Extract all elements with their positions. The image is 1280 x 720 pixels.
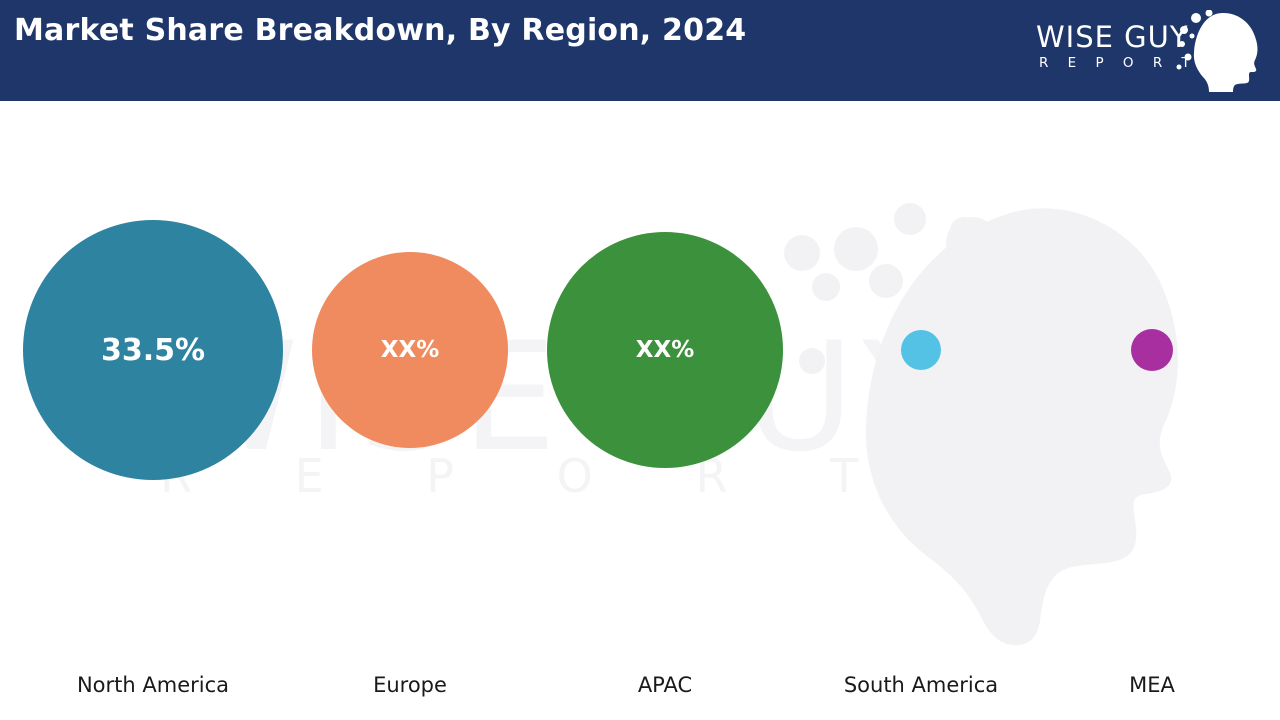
watermark-subtext: R E P O R T S <box>160 449 1034 503</box>
category-label-north-america: North America <box>76 673 230 697</box>
logo-subtext: R E P O R T S <box>1039 55 1226 71</box>
bubble-apac[interactable]: XX% <box>547 232 783 468</box>
bubble-value-label: XX% <box>380 337 440 363</box>
chart-header: Market Share Breakdown, By Region, 2024 … <box>0 0 1280 101</box>
logo-wordmark: WISE GUY <box>1036 20 1189 54</box>
category-label-south-america: South America <box>843 673 999 697</box>
bubble-value-label: XX% <box>635 337 695 363</box>
category-label-apac: APAC <box>637 673 693 697</box>
page-title: Market Share Breakdown, By Region, 2024 <box>14 13 747 48</box>
bubble-value-label: 33.5% <box>100 332 206 368</box>
category-label-mea: MEA <box>1129 673 1175 697</box>
chart-plot-area: WISE GUY R E P O R T S <box>0 101 1280 720</box>
brand-logo: WISE GUY R E P O R T S <box>1030 8 1262 94</box>
bubble-south-america[interactable] <box>901 330 941 370</box>
category-label-europe: Europe <box>373 673 447 697</box>
bubble-europe[interactable]: XX% <box>312 252 508 448</box>
bubble-mea[interactable] <box>1131 329 1173 371</box>
bubble-north-america[interactable]: 33.5% <box>23 220 283 480</box>
watermark-head-icon <box>784 203 1178 646</box>
wiseguy-head-logo-icon <box>1176 10 1258 92</box>
